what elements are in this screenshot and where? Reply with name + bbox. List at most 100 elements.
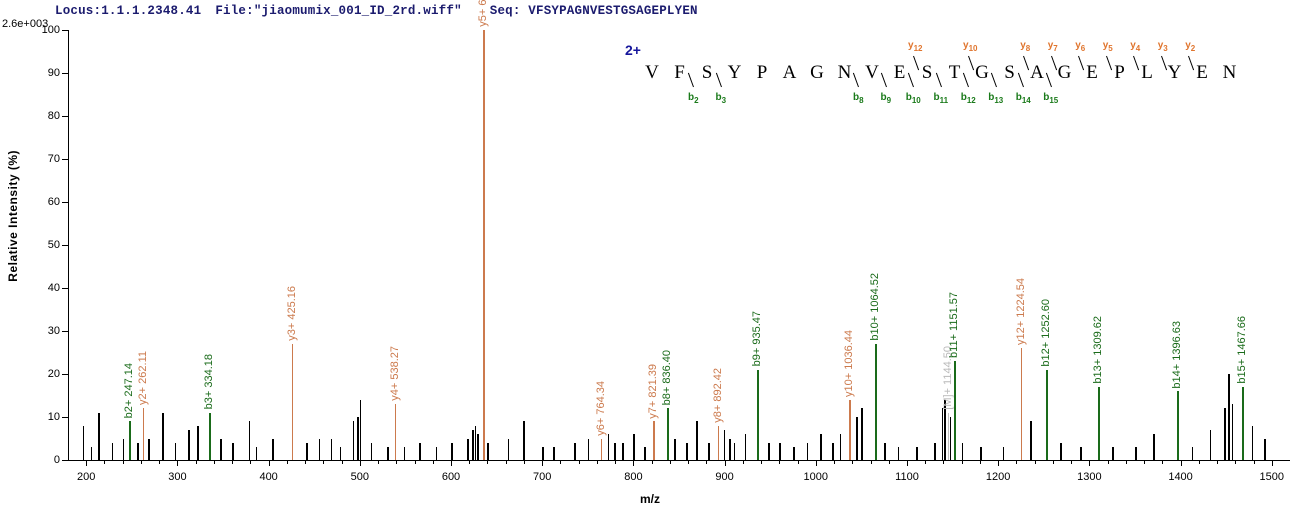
x-tick-mark bbox=[1052, 460, 1054, 464]
b-ion-cut-mark bbox=[1018, 72, 1025, 88]
x-tick-mark bbox=[159, 460, 161, 464]
x-tick-mark bbox=[852, 460, 854, 464]
spectrum-peak bbox=[708, 442, 710, 460]
spectrum-peak-annotated bbox=[600, 438, 603, 460]
spectrum-peak bbox=[352, 421, 355, 460]
peak-label: b12+ 1252.60 bbox=[1040, 299, 1053, 367]
b-ion-cut-mark bbox=[715, 72, 722, 88]
y-tick-label: 20 bbox=[47, 368, 60, 380]
spectrum-peak bbox=[435, 447, 438, 460]
sequence-residue: F bbox=[674, 62, 685, 83]
spectrum-peak-annotated bbox=[1046, 369, 1049, 460]
y-tick-mark bbox=[62, 245, 68, 246]
spectrum-header: Locus:1.1.1.2348.41 File:"jiaomumix_001_I… bbox=[55, 4, 698, 18]
y-ion-cut-mark bbox=[1023, 55, 1030, 71]
spectrum-peak bbox=[1134, 447, 1137, 460]
x-tick-mark bbox=[268, 460, 270, 466]
y-tick-mark bbox=[62, 116, 68, 117]
x-tick-mark bbox=[177, 460, 179, 466]
y-ion-cut-mark bbox=[1133, 55, 1140, 71]
spectrum-peak bbox=[607, 434, 610, 460]
b-ion-label: b2 bbox=[687, 92, 699, 105]
sequence-residue: T bbox=[948, 62, 961, 83]
x-tick-mark bbox=[870, 460, 872, 464]
peak-label: y4+ 538.27 bbox=[388, 346, 401, 402]
x-tick-mark bbox=[451, 460, 452, 466]
spectrum-peak-annotated bbox=[652, 421, 655, 460]
locus-text: Locus:1.1.1.2348.41 bbox=[55, 4, 202, 18]
sequence-residue: G bbox=[810, 62, 824, 83]
spectrum-peak bbox=[318, 438, 321, 460]
y-ion-label: y5 bbox=[1102, 40, 1113, 53]
x-tick-mark bbox=[86, 460, 88, 466]
y-ion-cut-mark bbox=[1160, 55, 1167, 71]
spectrum-peak-annotated bbox=[142, 408, 145, 460]
spectrum-peak bbox=[248, 421, 251, 460]
x-tick-label: 700 bbox=[533, 471, 552, 483]
spectrum-peak bbox=[330, 438, 333, 460]
x-tick-mark bbox=[724, 460, 726, 466]
sequence-residue: A bbox=[1030, 62, 1044, 83]
sequence-residue: L bbox=[1141, 62, 1153, 83]
sequence-text: VFSYPAGNVESTGSAGEPLYEN bbox=[528, 4, 698, 18]
x-tick-label: 1500 bbox=[1259, 471, 1284, 483]
spectrum-peak bbox=[861, 408, 863, 460]
spectrum-peak bbox=[949, 417, 952, 460]
spectrum-peak-annotated bbox=[291, 343, 294, 460]
peak-label: y3+ 425.16 bbox=[285, 286, 298, 341]
spectrum-peak bbox=[487, 442, 490, 460]
sequence-residue: N bbox=[837, 62, 852, 83]
spectrum-peak bbox=[507, 438, 510, 460]
spectrum-peak-annotated bbox=[483, 30, 485, 460]
x-tick-mark bbox=[1107, 460, 1109, 464]
y-ion-cut-mark bbox=[1050, 55, 1057, 71]
x-tick-mark bbox=[669, 460, 671, 464]
spectrum-peak bbox=[744, 434, 747, 460]
peak-label: y10+ 1036.44 bbox=[843, 329, 856, 397]
y-tick-label: 40 bbox=[47, 282, 60, 294]
b-ion-cut-mark bbox=[990, 72, 997, 88]
spectrum-peak bbox=[553, 447, 555, 460]
x-tick-label: 1200 bbox=[985, 471, 1011, 483]
sequence-residue: A bbox=[782, 62, 797, 83]
peak-label: y6+ 764.34 bbox=[594, 380, 607, 436]
x-tick-mark bbox=[432, 460, 434, 464]
x-tick-mark bbox=[979, 460, 981, 464]
spectrum-peak bbox=[82, 425, 85, 460]
peak-label: b15+ 1467.66 bbox=[1236, 316, 1249, 384]
peak-label: y5+ 635.30 bbox=[477, 0, 489, 27]
spectrum-peak bbox=[161, 412, 164, 460]
spectrum-peak bbox=[467, 438, 470, 460]
x-tick-mark bbox=[688, 460, 690, 464]
x-tick-mark bbox=[232, 460, 234, 464]
y-ion-label: y6 bbox=[1075, 40, 1086, 53]
b-ion-label: b15 bbox=[1043, 92, 1059, 105]
x-tick-mark bbox=[487, 460, 489, 464]
peak-label: b14+ 1396.63 bbox=[1171, 320, 1184, 389]
spectrum-peak bbox=[1227, 374, 1230, 460]
x-tick-mark bbox=[1235, 460, 1237, 464]
spectrum-peak bbox=[1080, 447, 1082, 460]
spectrum-peak bbox=[419, 442, 421, 460]
y-tick-label: 30 bbox=[47, 325, 60, 337]
spectrum-peak bbox=[916, 447, 918, 460]
y-tick-label: 70 bbox=[47, 153, 60, 165]
spectrum-peak bbox=[729, 438, 731, 460]
b-ion-label: b13 bbox=[988, 92, 1004, 105]
spectrum-peak bbox=[768, 442, 770, 460]
spectrum-peak bbox=[403, 447, 406, 460]
y-ion-label: y4 bbox=[1130, 40, 1141, 53]
sequence-residue: Y bbox=[1167, 62, 1182, 83]
x-tick-mark bbox=[925, 460, 927, 464]
spectrum-peak bbox=[832, 442, 834, 460]
b-ion-cut-mark bbox=[853, 72, 860, 88]
x-tick-label: 400 bbox=[259, 471, 278, 483]
x-tick-mark bbox=[505, 460, 507, 464]
sequence-residue: S bbox=[1004, 62, 1015, 83]
b-ion-cut-mark bbox=[1045, 72, 1052, 88]
spectrum-peak bbox=[1002, 447, 1005, 460]
y-ion-label: y8 bbox=[1020, 40, 1031, 53]
b-ion-label: b14 bbox=[1015, 92, 1031, 105]
y-tick-mark bbox=[62, 417, 68, 418]
x-tick-mark bbox=[122, 460, 124, 464]
